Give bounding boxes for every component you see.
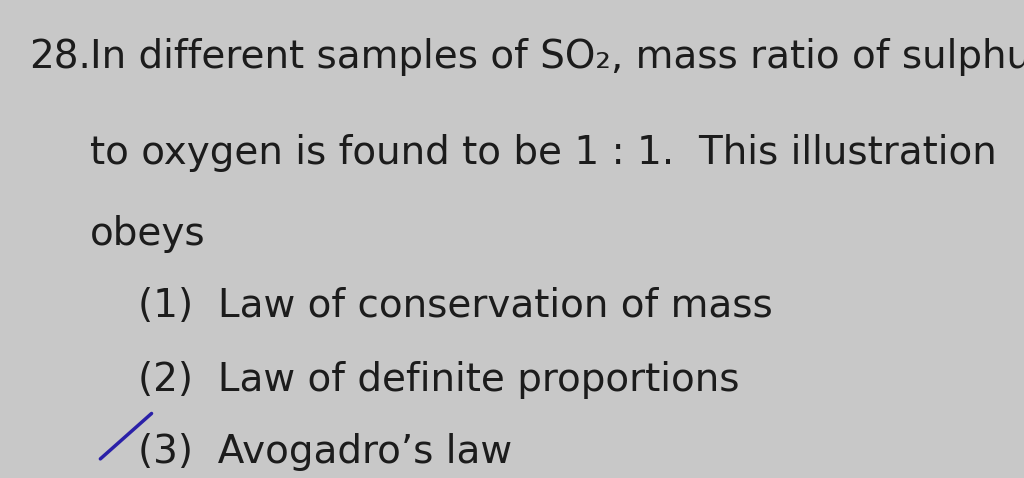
Text: (1)  Law of conservation of mass: (1) Law of conservation of mass: [138, 287, 773, 325]
Text: obeys: obeys: [90, 215, 206, 253]
Text: (3)  Avogadro’s law: (3) Avogadro’s law: [138, 433, 512, 470]
Text: In different samples of SO₂, mass ratio of sulphur: In different samples of SO₂, mass ratio …: [90, 38, 1024, 76]
Text: 28.: 28.: [29, 38, 90, 76]
Text: to oxygen is found to be 1 : 1.  This illustration: to oxygen is found to be 1 : 1. This ill…: [90, 134, 996, 172]
Text: (2)  Law of definite proportions: (2) Law of definite proportions: [138, 361, 739, 399]
